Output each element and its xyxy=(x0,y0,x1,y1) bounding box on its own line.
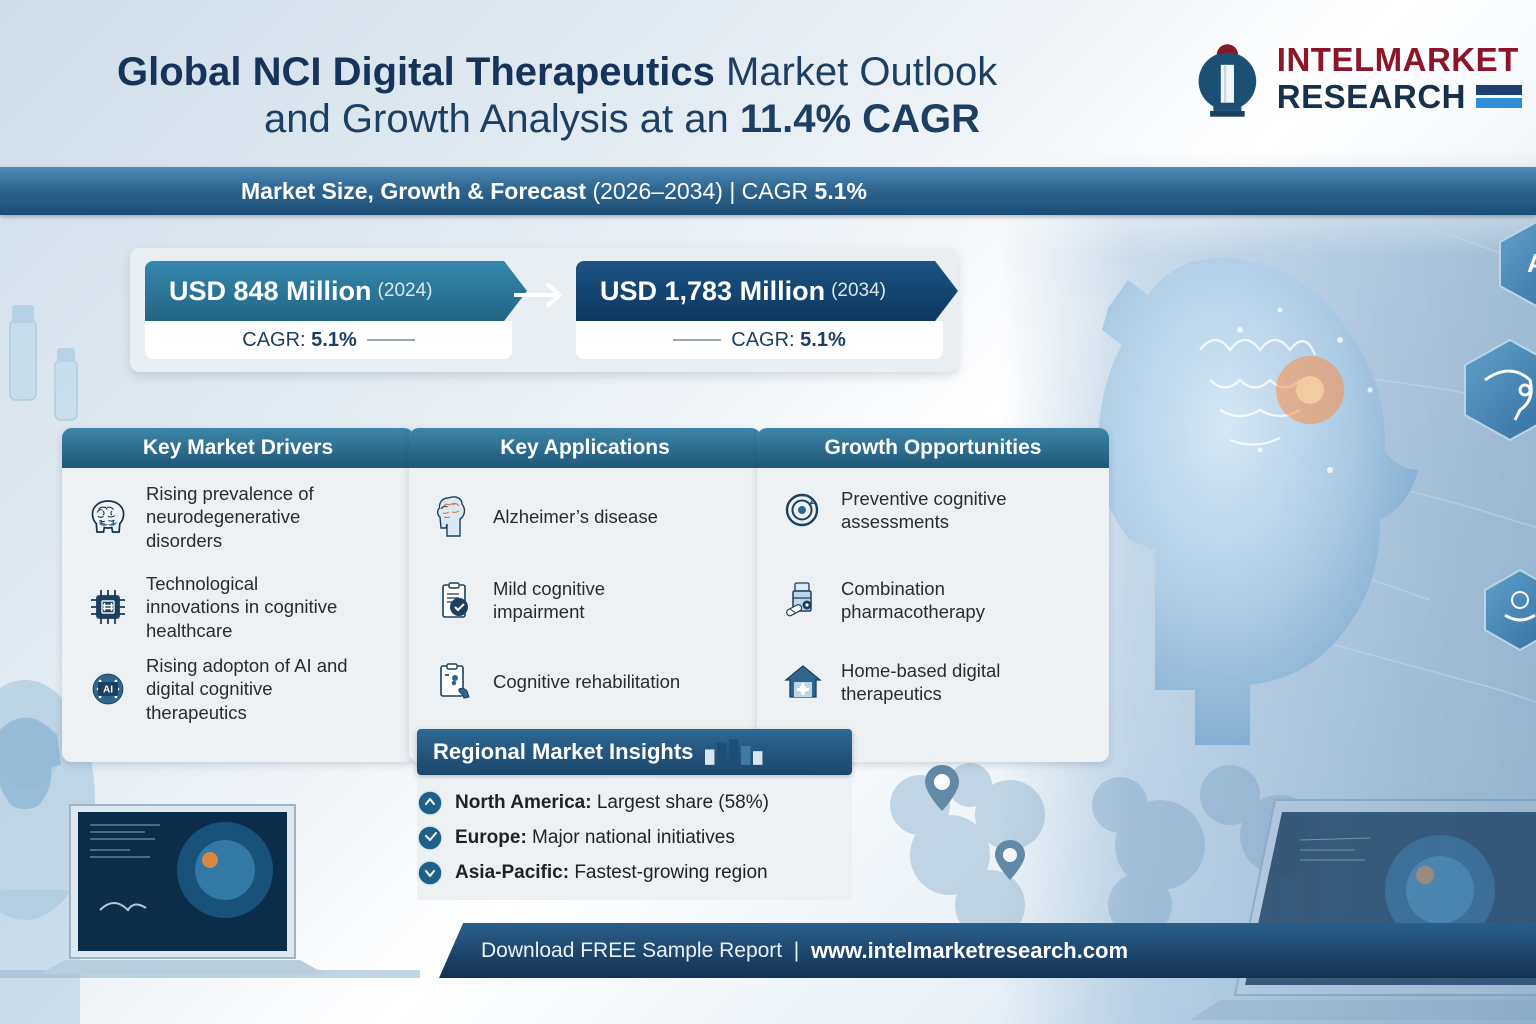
svg-text:AI: AI xyxy=(1527,248,1536,278)
svg-text:AI: AI xyxy=(103,685,113,696)
